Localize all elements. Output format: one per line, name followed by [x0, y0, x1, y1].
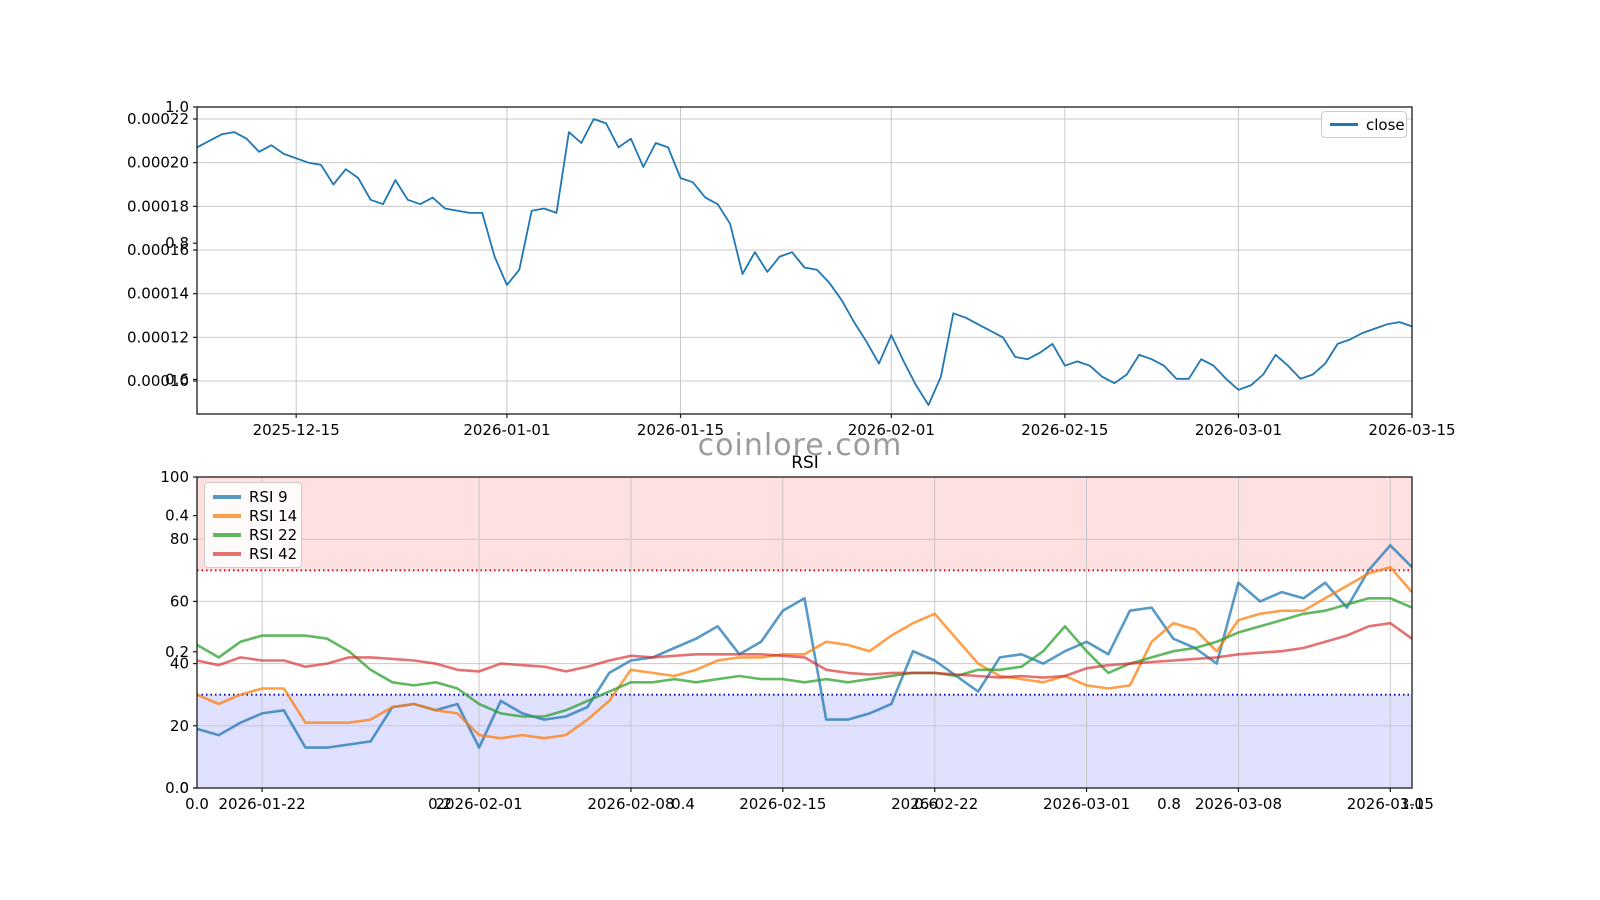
hidden-xtick-label: 1.0: [1400, 795, 1424, 813]
rsi-xtick-label: 2026-01-22: [218, 795, 305, 813]
legend-rsi9-label: RSI 9: [249, 487, 288, 506]
price-frame: [196, 106, 1413, 415]
rsi9-line-sample-icon: [213, 494, 241, 499]
rsi-ytick-label: 100: [160, 468, 189, 486]
close-line-sample-icon: [1330, 123, 1358, 126]
price-xtick-label: 2026-01-15: [637, 421, 724, 439]
rsi14-line-sample-icon: [213, 513, 241, 518]
legend-rsi14-label: RSI 14: [249, 506, 298, 525]
rsi-xtick-label: 2026-03-01: [1043, 795, 1130, 813]
price-xtick-label: 2026-03-15: [1368, 421, 1455, 439]
rsi-ytick-label: 20: [170, 717, 189, 735]
price-ytick-label: 0.00020: [127, 154, 189, 172]
rsi-ytick-label: 40: [170, 655, 189, 673]
rsi-series-rsi22: [196, 596, 1413, 718]
legend-rsi: RSI 9 RSI 14 RSI 22 RSI 42: [204, 482, 302, 568]
watermark: coinlore.com: [697, 428, 903, 463]
price-ytick-label: 0.00022: [127, 110, 189, 128]
price-ytick-label: 0.00014: [127, 285, 189, 303]
hidden-ytick-label: 0.6: [165, 370, 189, 388]
legend-item-rsi9: RSI 9: [213, 487, 293, 506]
hidden-ytick-label: 0.8: [165, 234, 189, 252]
rsi-xtick-label: 2026-02-15: [739, 795, 826, 813]
rsi-ytick-label: 60: [170, 592, 189, 610]
rsi-xtick-label: 2026-02-08: [587, 795, 674, 813]
price-xtick-label: 2026-03-01: [1195, 421, 1282, 439]
rsi-xtick-label: 2026-02-01: [435, 795, 522, 813]
price-ytick-label: 0.00018: [127, 197, 189, 215]
legend-item-rsi42: RSI 42: [213, 544, 297, 563]
price-ytick-label: 0.00016: [127, 241, 189, 259]
hidden-xtick-label: 0.2: [428, 795, 452, 813]
legend-rsi42-label: RSI 42: [249, 544, 298, 563]
price-xtick-label: 2026-02-15: [1021, 421, 1108, 439]
rsi-xtick-label: 2026-03-08: [1195, 795, 1282, 813]
legend-item-rsi14: RSI 14: [213, 506, 297, 525]
rsi-xtick-label: 2026-02-22: [891, 795, 978, 813]
hidden-ytick-label: 0.4: [165, 507, 189, 525]
rsi-series-rsi42: [196, 621, 1413, 679]
price-xtick-label: 2025-12-15: [253, 421, 340, 439]
legend-rsi22-label: RSI 22: [249, 525, 298, 544]
hidden-xtick-label: 0.4: [671, 795, 695, 813]
price-series-close: [196, 118, 1413, 406]
rsi42-line-sample-icon: [213, 551, 241, 556]
hidden-ytick-label: 0.0: [165, 779, 189, 797]
price-xtick-label: 2026-01-01: [463, 421, 550, 439]
rsi22-line-sample-icon: [213, 532, 241, 537]
rsi-xtick-label: 2026-03-15: [1347, 795, 1434, 813]
rsi-frame: [196, 476, 1413, 789]
price-xtick-label: 2026-02-01: [848, 421, 935, 439]
price-ytick-label: 0.00010: [127, 372, 189, 390]
hidden-xtick-label: 0.6: [914, 795, 938, 813]
hidden-ytick-label: 1.0: [165, 98, 189, 116]
rsi-ytick-label: 80: [170, 530, 189, 548]
legend-close: close: [1321, 111, 1407, 138]
rsi-chart-title: RSI: [791, 453, 819, 473]
legend-item-rsi22: RSI 22: [213, 525, 297, 544]
hidden-xtick-label: 0.0: [185, 795, 209, 813]
rsi-ytick-label: 0: [179, 779, 189, 797]
hidden-xtick-label: 0.8: [1157, 795, 1181, 813]
price-ytick-label: 0.00012: [127, 328, 189, 346]
rsi-oversold-band: [197, 694, 1412, 788]
rsi-overbought-band: [197, 477, 1412, 571]
hidden-ytick-label: 0.2: [165, 643, 189, 661]
legend-close-label: close: [1366, 115, 1405, 134]
